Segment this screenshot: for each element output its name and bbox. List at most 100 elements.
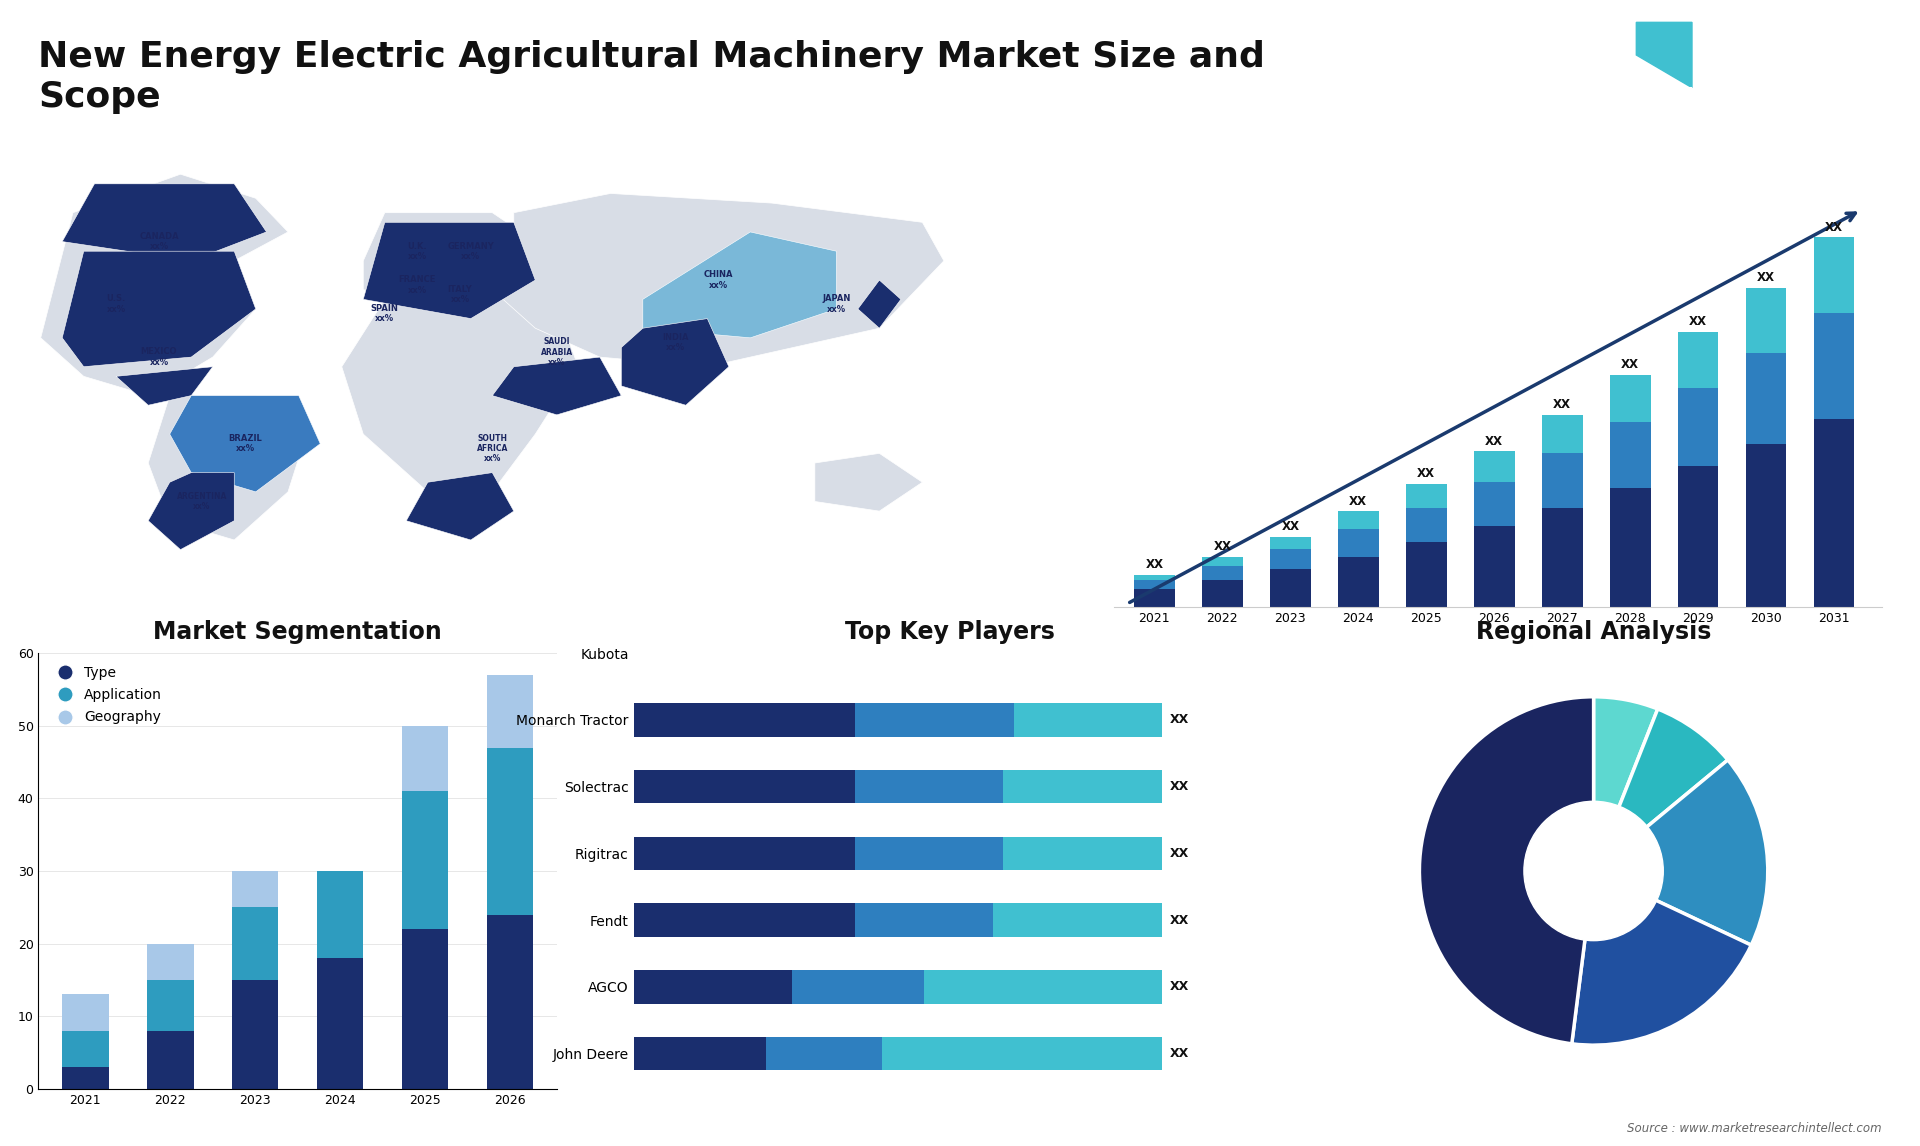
Bar: [1814, 418, 1855, 607]
Bar: [993, 903, 1162, 937]
Title: Regional Analysis: Regional Analysis: [1476, 620, 1711, 644]
Text: XX: XX: [1350, 495, 1367, 508]
Polygon shape: [363, 213, 536, 299]
Bar: [1609, 422, 1651, 487]
Bar: [1542, 508, 1582, 607]
Bar: [1542, 453, 1582, 508]
Bar: [634, 1037, 766, 1070]
Bar: [317, 871, 363, 958]
Text: ARGENTINA
xx%: ARGENTINA xx%: [177, 492, 227, 511]
Bar: [1269, 570, 1311, 607]
Bar: [146, 1030, 194, 1089]
Text: SAUDI
ARABIA
xx%: SAUDI ARABIA xx%: [541, 337, 572, 367]
Bar: [1135, 574, 1175, 580]
Bar: [1014, 704, 1162, 737]
Text: INDIA
xx%: INDIA xx%: [662, 333, 689, 352]
Text: XX: XX: [1146, 558, 1164, 571]
Polygon shape: [407, 472, 515, 540]
Polygon shape: [363, 222, 536, 319]
Text: XX: XX: [1169, 1047, 1188, 1060]
Text: XX: XX: [1169, 847, 1188, 860]
Wedge shape: [1419, 697, 1594, 1044]
Bar: [1002, 770, 1162, 803]
Polygon shape: [342, 290, 578, 492]
Bar: [1475, 526, 1515, 607]
Bar: [61, 1030, 109, 1067]
Polygon shape: [115, 367, 213, 406]
Bar: [634, 770, 856, 803]
Bar: [1405, 508, 1446, 542]
Polygon shape: [492, 194, 945, 367]
Bar: [1269, 549, 1311, 570]
Bar: [1814, 237, 1855, 313]
Bar: [1405, 542, 1446, 607]
Wedge shape: [1594, 697, 1657, 871]
Bar: [61, 1067, 109, 1089]
Bar: [61, 995, 109, 1030]
Polygon shape: [61, 183, 267, 261]
Polygon shape: [492, 358, 622, 415]
Text: FRANCE
xx%: FRANCE xx%: [397, 275, 436, 295]
Bar: [634, 704, 856, 737]
Bar: [1745, 353, 1786, 444]
Text: CANADA
xx%: CANADA xx%: [138, 231, 179, 251]
Text: XX: XX: [1553, 399, 1571, 411]
Bar: [232, 871, 278, 908]
Text: XX: XX: [1169, 981, 1188, 994]
Bar: [634, 837, 856, 870]
Bar: [1338, 557, 1379, 607]
Bar: [1814, 313, 1855, 418]
Bar: [146, 980, 194, 1030]
Bar: [401, 725, 449, 791]
Bar: [1135, 589, 1175, 607]
Bar: [1745, 444, 1786, 607]
Polygon shape: [1636, 87, 1692, 109]
Text: XX: XX: [1757, 272, 1776, 284]
Polygon shape: [1636, 22, 1692, 87]
Wedge shape: [1572, 871, 1751, 1045]
Bar: [1678, 331, 1718, 387]
Circle shape: [1524, 801, 1663, 941]
Text: RESEARCH: RESEARCH: [1711, 55, 1774, 65]
Bar: [791, 971, 924, 1004]
Bar: [1475, 482, 1515, 526]
Text: BRAZIL
xx%: BRAZIL xx%: [228, 434, 261, 454]
Bar: [232, 908, 278, 980]
Bar: [317, 958, 363, 1089]
Text: CHINA
xx%: CHINA xx%: [703, 270, 733, 290]
Title: Market Segmentation: Market Segmentation: [154, 620, 442, 644]
Text: XX: XX: [1620, 359, 1640, 371]
Polygon shape: [814, 454, 922, 511]
Polygon shape: [148, 472, 234, 550]
Polygon shape: [61, 251, 255, 367]
Bar: [1202, 566, 1242, 580]
Wedge shape: [1594, 760, 1768, 945]
Bar: [401, 791, 449, 929]
Text: SOUTH
AFRICA
xx%: SOUTH AFRICA xx%: [476, 433, 509, 463]
Polygon shape: [643, 231, 837, 338]
Bar: [1745, 288, 1786, 353]
Text: U.S.
xx%: U.S. xx%: [106, 295, 125, 314]
Text: U.K.
xx%: U.K. xx%: [407, 242, 426, 261]
Text: XX: XX: [1281, 520, 1300, 533]
Bar: [486, 747, 534, 915]
Bar: [1002, 837, 1162, 870]
Legend: Type, Application, Geography: Type, Application, Geography: [46, 660, 167, 730]
Bar: [1678, 387, 1718, 465]
Bar: [1405, 484, 1446, 508]
Bar: [856, 903, 993, 937]
Bar: [486, 915, 534, 1089]
Text: MEXICO
xx%: MEXICO xx%: [140, 347, 177, 367]
Text: Source : www.marketresearchintellect.com: Source : www.marketresearchintellect.com: [1626, 1122, 1882, 1135]
Bar: [1202, 557, 1242, 566]
Bar: [486, 675, 534, 747]
Text: XX: XX: [1826, 220, 1843, 234]
Bar: [856, 837, 1002, 870]
Bar: [1269, 536, 1311, 549]
Text: XX: XX: [1486, 434, 1503, 448]
Text: INTELLECT: INTELLECT: [1711, 80, 1774, 91]
Bar: [1678, 465, 1718, 607]
Bar: [1542, 415, 1582, 453]
Title: Top Key Players: Top Key Players: [845, 620, 1056, 644]
Text: JAPAN
xx%: JAPAN xx%: [822, 295, 851, 314]
